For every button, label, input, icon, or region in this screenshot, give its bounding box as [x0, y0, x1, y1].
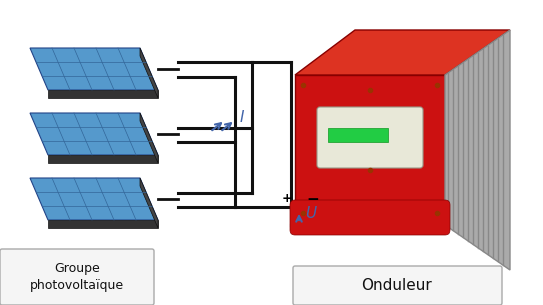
Text: I: I [240, 110, 244, 125]
Text: U: U [305, 206, 316, 221]
FancyBboxPatch shape [293, 266, 502, 305]
Bar [328, 128, 388, 142]
Text: Onduleur: Onduleur [362, 278, 432, 292]
Text: Groupe
photovoltaïque: Groupe photovoltaïque [30, 262, 124, 292]
FancyBboxPatch shape [317, 107, 423, 168]
Polygon shape [48, 155, 158, 163]
Polygon shape [48, 90, 158, 98]
Polygon shape [295, 30, 510, 75]
Polygon shape [295, 75, 445, 225]
Polygon shape [140, 178, 158, 228]
Polygon shape [30, 48, 158, 90]
Polygon shape [48, 220, 158, 228]
FancyBboxPatch shape [290, 200, 450, 235]
Polygon shape [445, 30, 510, 270]
Polygon shape [140, 113, 158, 163]
FancyBboxPatch shape [0, 249, 154, 305]
Polygon shape [140, 48, 158, 98]
Text: +: + [282, 192, 292, 206]
Text: −: − [307, 192, 319, 206]
Polygon shape [30, 178, 158, 220]
Polygon shape [30, 113, 158, 155]
